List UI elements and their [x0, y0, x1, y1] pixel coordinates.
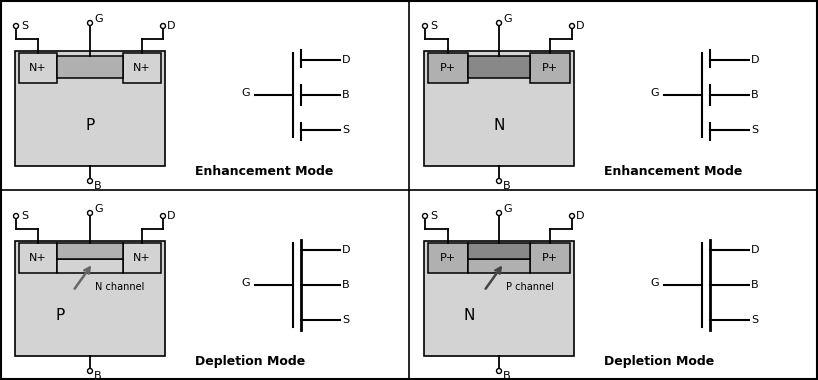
Text: G: G — [241, 88, 250, 98]
Text: B: B — [503, 371, 510, 380]
Text: D: D — [576, 211, 585, 221]
Text: N+: N+ — [29, 253, 47, 263]
Text: N: N — [493, 119, 505, 133]
Text: P+: P+ — [440, 253, 456, 263]
Text: N+: N+ — [133, 253, 151, 263]
Text: B: B — [751, 280, 758, 290]
Text: S: S — [751, 125, 758, 135]
Text: Depletion Mode: Depletion Mode — [604, 355, 714, 368]
Text: S: S — [430, 211, 437, 221]
Text: D: D — [576, 21, 585, 31]
Text: S: S — [21, 211, 28, 221]
Text: P: P — [85, 119, 95, 133]
Bar — [468, 259, 530, 273]
Bar — [468, 243, 530, 259]
Text: Depletion Mode: Depletion Mode — [195, 355, 305, 368]
Text: N+: N+ — [29, 63, 47, 73]
Bar — [123, 53, 161, 83]
Bar — [424, 51, 574, 166]
Bar — [530, 243, 570, 273]
Text: G: G — [650, 278, 659, 288]
Text: P channel: P channel — [506, 282, 554, 292]
Bar — [15, 241, 165, 356]
Text: B: B — [94, 371, 101, 380]
Text: P+: P+ — [542, 253, 558, 263]
Text: D: D — [342, 55, 350, 65]
Text: D: D — [751, 245, 759, 255]
Text: P+: P+ — [440, 63, 456, 73]
Text: B: B — [342, 90, 349, 100]
Text: S: S — [751, 315, 758, 325]
Text: D: D — [167, 211, 176, 221]
Text: D: D — [751, 55, 759, 65]
Text: G: G — [241, 278, 250, 288]
Text: D: D — [167, 21, 176, 31]
Bar — [123, 243, 161, 273]
Text: G: G — [650, 88, 659, 98]
Text: S: S — [430, 21, 437, 31]
Text: B: B — [94, 181, 101, 191]
Bar — [530, 53, 570, 83]
Text: N channel: N channel — [95, 282, 144, 292]
Text: P: P — [56, 309, 65, 323]
Text: N: N — [463, 309, 474, 323]
Text: P+: P+ — [542, 63, 558, 73]
Text: B: B — [342, 280, 349, 290]
Bar — [15, 51, 165, 166]
Bar — [428, 53, 468, 83]
Text: G: G — [503, 204, 511, 214]
Text: S: S — [342, 125, 349, 135]
Bar — [424, 241, 574, 356]
Text: G: G — [94, 204, 102, 214]
Text: B: B — [503, 181, 510, 191]
Bar — [57, 243, 123, 259]
Text: G: G — [94, 14, 102, 24]
Text: S: S — [342, 315, 349, 325]
Bar — [19, 243, 57, 273]
Text: N+: N+ — [133, 63, 151, 73]
Text: Enhancement Mode: Enhancement Mode — [195, 165, 334, 178]
Bar — [19, 53, 57, 83]
Bar — [57, 259, 123, 273]
Bar — [428, 243, 468, 273]
Bar — [468, 56, 530, 78]
Text: G: G — [503, 14, 511, 24]
Bar — [57, 56, 123, 78]
Text: S: S — [21, 21, 28, 31]
Text: Enhancement Mode: Enhancement Mode — [604, 165, 743, 178]
Text: D: D — [342, 245, 350, 255]
Text: B: B — [751, 90, 758, 100]
